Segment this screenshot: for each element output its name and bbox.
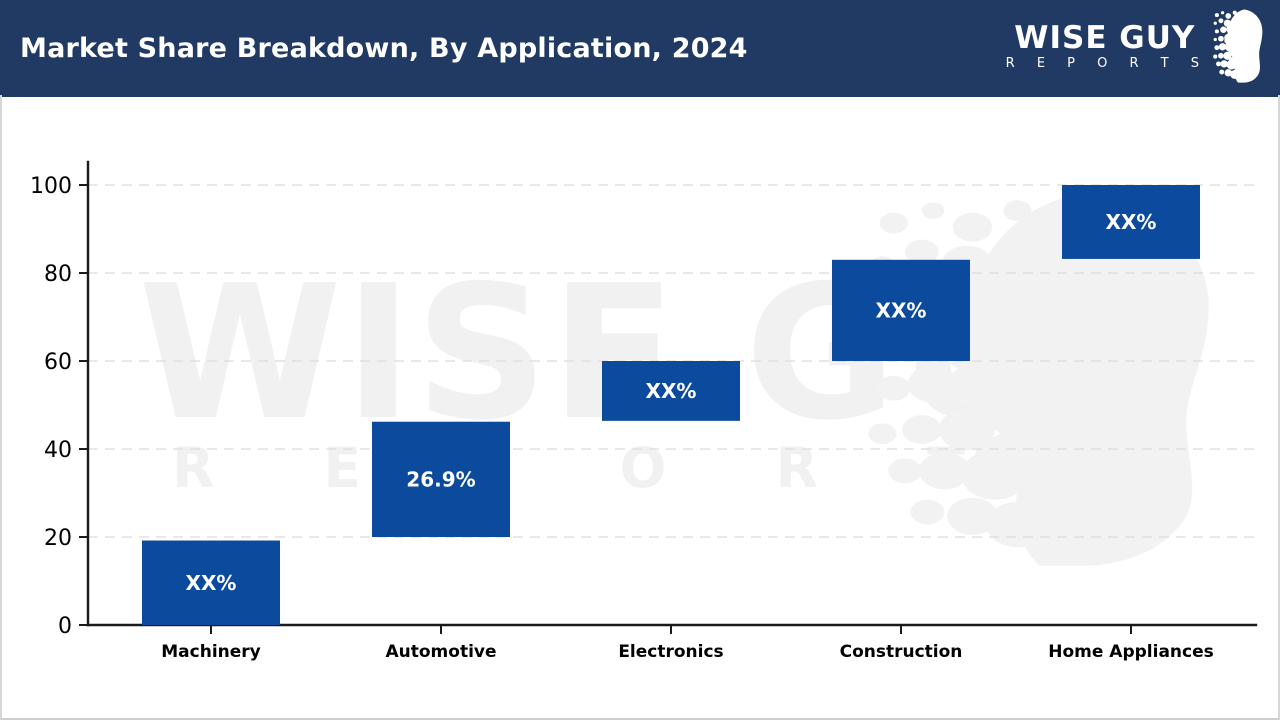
bar-automotive <box>372 421 510 537</box>
brand-face-icon <box>1212 8 1264 84</box>
header-bar: Market Share Breakdown, By Application, … <box>0 0 1280 97</box>
x-category-label-home-appliances: Home Appliances <box>1048 642 1214 662</box>
x-category-label-construction: Construction <box>840 642 963 662</box>
bar-value-label-automotive: 26.9% <box>406 467 475 491</box>
y-tick-label-40: 40 <box>44 438 72 463</box>
bar-value-label-home-appliances: XX% <box>1106 210 1157 234</box>
bar-value-label-machinery: XX% <box>186 571 237 595</box>
bar-value-label-electronics: XX% <box>646 379 697 403</box>
brand-name: WISE GUY <box>1014 19 1196 56</box>
y-tick-label-0: 0 <box>58 614 72 639</box>
page-title: Market Share Breakdown, By Application, … <box>20 33 748 64</box>
y-tick-label-60: 60 <box>44 350 72 375</box>
x-category-label-electronics: Electronics <box>618 642 723 662</box>
x-category-label-machinery: Machinery <box>161 642 261 662</box>
bar-machinery <box>142 540 280 625</box>
brand-wordmark: WISE GUY R E P O R T S <box>1002 21 1208 71</box>
brand-tagline: R E P O R T S <box>1005 56 1208 72</box>
bar-electronics <box>602 361 740 421</box>
brand-logo: WISE GUY R E P O R T S <box>1002 8 1264 84</box>
x-category-label-automotive: Automotive <box>385 642 496 662</box>
y-tick-label-80: 80 <box>44 262 72 287</box>
y-tick-label-100: 100 <box>30 174 72 199</box>
y-tick-label-20: 20 <box>44 526 72 551</box>
bar-value-label-construction: XX% <box>876 298 927 322</box>
